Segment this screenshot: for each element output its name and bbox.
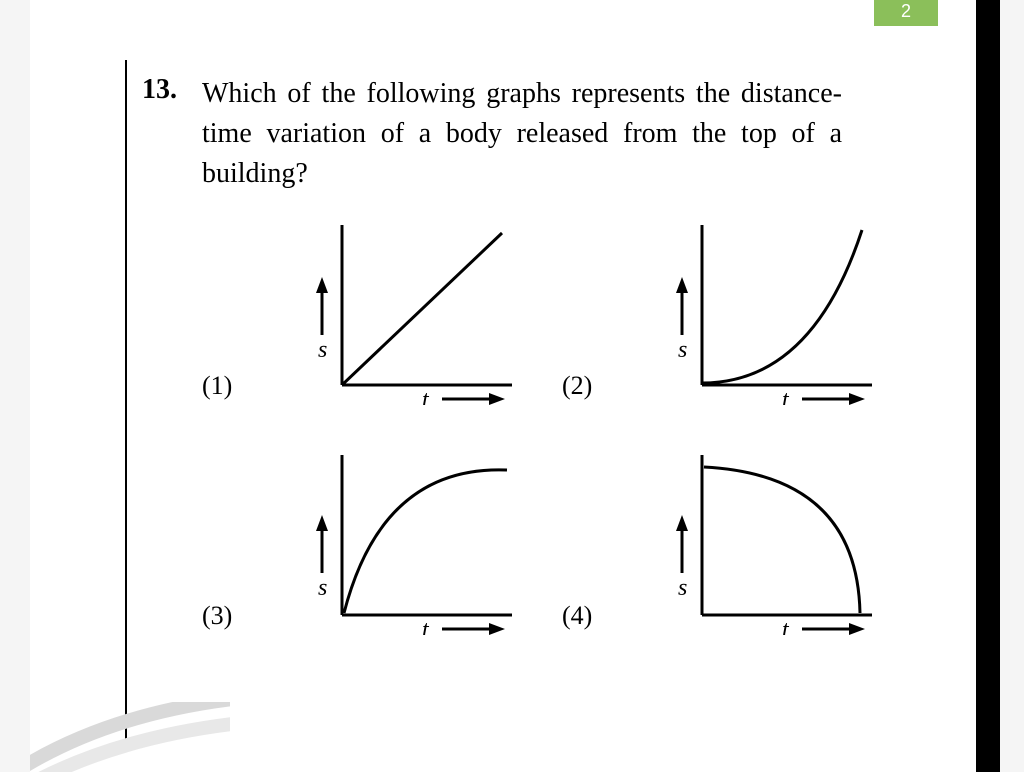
y-axis-label: s	[678, 337, 687, 363]
options-grid: (1) s t (2)	[202, 205, 882, 635]
y-axis-label: s	[318, 575, 327, 601]
x-axis-label: t	[782, 617, 790, 635]
page-bottom-curve	[30, 702, 230, 772]
option-label-2: (2)	[562, 371, 622, 405]
question-text: Which of the following graphs represents…	[202, 74, 842, 194]
x-axis-label: t	[422, 387, 430, 405]
question-number: 13.	[142, 74, 177, 106]
right-edge-strip	[976, 0, 1000, 772]
graph-2: s t	[662, 215, 882, 405]
left-margin-rule	[125, 60, 127, 740]
graph-1: s t	[302, 215, 522, 405]
option-label-3: (3)	[202, 601, 262, 635]
page: 2 13. Which of the following graphs repr…	[30, 0, 1000, 772]
graph-4: s t	[662, 445, 882, 635]
page-tab: 2	[874, 0, 938, 26]
option-label-1: (1)	[202, 371, 262, 405]
y-axis-label: s	[318, 337, 327, 363]
x-axis-label: t	[782, 387, 790, 405]
option-label-4: (4)	[562, 601, 622, 635]
x-axis-label: t	[422, 617, 430, 635]
graph-3: s t	[302, 445, 522, 635]
y-axis-label: s	[678, 575, 687, 601]
